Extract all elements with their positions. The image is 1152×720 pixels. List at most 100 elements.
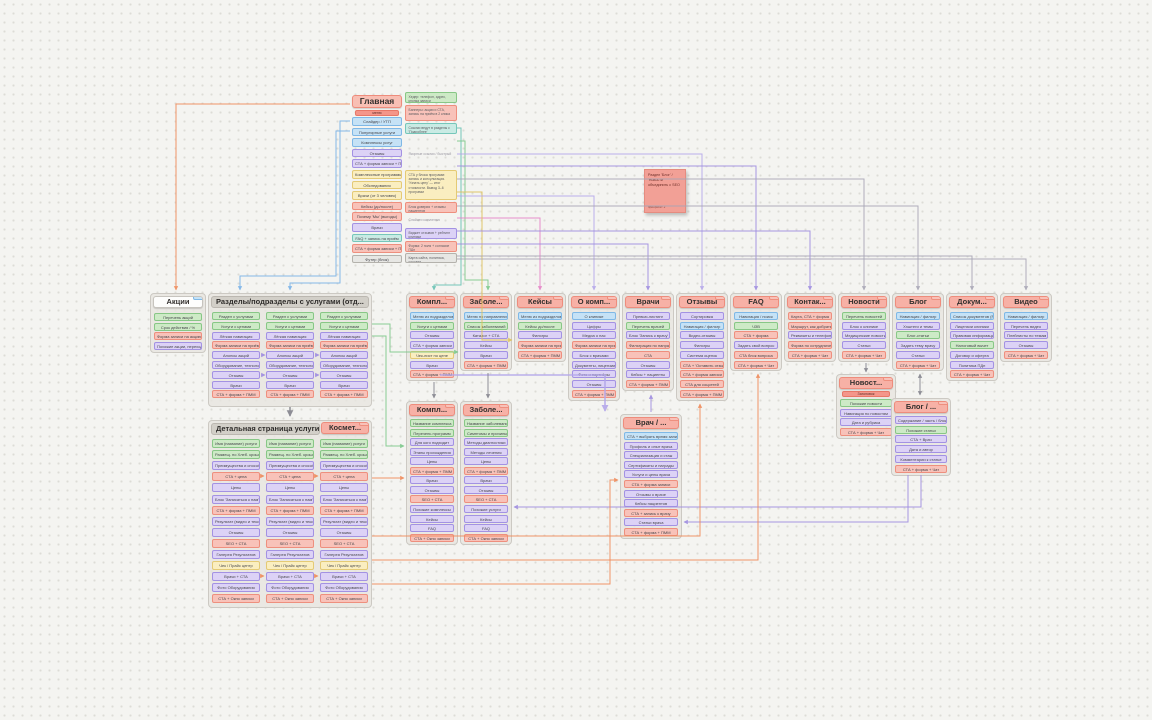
detail-item[interactable]: Преимущества и способ [320, 461, 368, 471]
detail-item[interactable]: Галерея Результатов [212, 550, 260, 559]
razdely-item[interactable]: Услуги с ценами [266, 321, 314, 330]
zabole-item[interactable]: Меню по направлениям [464, 312, 508, 320]
razdely-item[interactable]: Анонсы акций [320, 351, 368, 360]
zabole2-item[interactable]: Врачи [464, 476, 508, 485]
vrachi-item[interactable]: Блок 'Запись к врачу' [626, 331, 670, 340]
detail-item[interactable]: Размещ. по Хлеб. крошкам [320, 450, 368, 460]
kontak-item[interactable]: Карта, СТА + форма [788, 312, 832, 320]
kontak-item[interactable]: Реквизиты и телефоны [788, 331, 832, 340]
otzyvy-item[interactable]: СТА для соцсетей [680, 379, 724, 388]
detail-item[interactable]: Врачи + СТА [320, 572, 368, 582]
akcii-item[interactable]: Срок действия / % [154, 322, 202, 331]
video-item[interactable]: Отзывы [1004, 341, 1048, 350]
detail-item[interactable]: Отзывы [320, 527, 368, 537]
akcii-item[interactable]: Форма записи на акцию [154, 332, 202, 341]
detail-item[interactable]: Размещ. по Хлеб. крошкам [266, 450, 314, 460]
blog2-item[interactable]: Содержание / часть / блок [895, 416, 947, 424]
kompl2-item[interactable]: Перечень программ [410, 428, 454, 437]
vrachi-item[interactable]: Фильтрация по направ. [626, 341, 670, 350]
keisy-item[interactable]: Меню из подразделов [518, 312, 562, 320]
vrach-item[interactable]: СТА + выбрать время записи [624, 432, 678, 440]
faq-item[interactable]: Задать свой вопрос [734, 341, 778, 350]
razdely-item[interactable]: Врачи [266, 380, 314, 389]
annotation-note[interactable]: СТА у блока программ: запись и консульта… [405, 170, 457, 200]
vrachi-item[interactable]: Перечень врачей [626, 321, 670, 330]
keisy-item[interactable]: Фильтры [518, 331, 562, 340]
razdely-item[interactable]: Раздел с услугами [320, 312, 368, 320]
vrach-item[interactable]: СТА + форма записи [624, 480, 678, 488]
novost-item[interactable]: Навигация по новостям [840, 408, 892, 417]
detail-item[interactable]: SEO + СТА [212, 538, 260, 548]
detail-item[interactable]: СТА + форма + ПММ [320, 505, 368, 515]
razdely-item[interactable]: Услуги с ценами [212, 321, 260, 330]
vrach-item[interactable]: Специализация и стаж [624, 451, 678, 460]
kompl-item[interactable]: Отзывы [410, 331, 454, 340]
home-item[interactable]: Врачи [352, 223, 402, 232]
faq-item[interactable]: СТА + форма + Чат [734, 360, 778, 369]
blog2-item[interactable]: СТА + форма + Чат [895, 464, 947, 473]
zabole-item[interactable]: Кейсы [464, 341, 508, 350]
vrach-item[interactable]: Кейсы пациентов [624, 499, 678, 508]
group-title-faq[interactable]: FAQ [733, 296, 779, 308]
group-title-okomp[interactable]: О комп... [571, 296, 617, 308]
detail-item[interactable]: Результат (видео и текст) [266, 516, 314, 526]
otzyvy-item[interactable]: Сортировка [680, 312, 724, 320]
blog-item[interactable]: Блог-статьи [896, 331, 940, 340]
faq-item[interactable]: СТА + форма [734, 331, 778, 340]
detail-item[interactable]: СТА + форма + ПММ [266, 505, 314, 515]
detail-item[interactable]: СТА + цена [212, 472, 260, 482]
otzyvy-item[interactable]: СТА + форма записи [680, 370, 724, 379]
group-title-novosti[interactable]: Новости [841, 296, 887, 308]
vrachi-item[interactable]: СТА [626, 350, 670, 359]
detail-item[interactable]: Чек / Прайс центр [266, 561, 314, 571]
group-title-zabole2[interactable]: Заболе... [463, 404, 509, 416]
novosti-item[interactable]: Медицинские новости [842, 331, 886, 340]
blog2-item[interactable]: Дата и автор [895, 445, 947, 454]
okomp-item[interactable]: Блок с врачами [572, 350, 616, 359]
detail-item[interactable]: SEO + СТА [266, 538, 314, 548]
razdely-item[interactable]: Раздел с услугами [266, 312, 314, 320]
kompl-item[interactable]: Услуги с ценами [410, 321, 454, 330]
home-item[interactable]: Обследования [352, 180, 402, 190]
detail-item[interactable]: Преимущества и способ [212, 461, 260, 471]
vrach-item[interactable]: СТА + запись к врачу [624, 508, 678, 517]
blog-item[interactable]: Задать тему врачу [896, 341, 940, 350]
zabole2-item[interactable]: Похожие услуги [464, 504, 508, 513]
keisy-item[interactable]: СТА + форма + ПММ [518, 350, 562, 359]
detail-item[interactable]: Цены [212, 483, 260, 493]
home-item[interactable]: FAQ + запись на приём [352, 233, 402, 243]
kompl2-item[interactable]: Цены [410, 457, 454, 466]
novosti-item[interactable]: СТА + форма + Чат [842, 350, 886, 359]
group-title-keisy[interactable]: Кейсы [517, 296, 563, 308]
keisy-item[interactable]: Форма записи на приём [518, 341, 562, 350]
group-title-home[interactable]: Главная [352, 95, 402, 108]
zabole2-item[interactable]: Методы лечения [464, 447, 508, 456]
annotation-note[interactable]: Якорные ссылки / быстрый переход [408, 151, 452, 158]
detail-item[interactable]: Результат (видео и текст) [320, 516, 368, 526]
detail-item[interactable]: СТА + Окно записи [212, 594, 260, 604]
annotation-note[interactable]: Блок доверия + отзывы пациентов [405, 202, 457, 213]
vrach-item[interactable]: Отзывы о враче [624, 489, 678, 498]
detail-item[interactable]: Фото Оборудования [212, 583, 260, 593]
group-title-detail[interactable]: Детальная страница услуги [211, 423, 320, 435]
group-title-kompl[interactable]: Компл... [409, 296, 455, 308]
kompl2-item[interactable]: Этапы прохождения [410, 447, 454, 456]
annotation-note[interactable]: Хедер: телефон, адрес, кнопка записи [405, 92, 457, 103]
razdely-item[interactable]: Анонсы акций [266, 351, 314, 360]
detail-item[interactable]: СТА + Окно записи [320, 594, 368, 604]
home-item[interactable]: Врачи (от 3 человек) [352, 191, 402, 200]
faq-item[interactable]: ЧЗВ [734, 321, 778, 330]
razdely-item[interactable]: СТА + форма + ПММ [266, 390, 314, 399]
okomp-item[interactable]: Форма записи на приём [572, 341, 616, 350]
detail-item[interactable]: Галерея Результатов [266, 550, 314, 559]
kontak-item[interactable]: Маршрут, как добраться [788, 321, 832, 330]
razdely-item[interactable]: Форма записи на приём [320, 341, 368, 350]
faq-item[interactable]: СТА блок вопроса [734, 350, 778, 359]
zabole2-item[interactable]: Цены [464, 457, 508, 466]
okomp-item[interactable]: Цифры [572, 321, 616, 330]
video-item[interactable]: Перечень видео [1004, 321, 1048, 330]
novost-item[interactable]: Дата и рубрика [840, 418, 892, 427]
blog-item[interactable]: Навигация / фильтр [896, 312, 940, 320]
group-title-vrach[interactable]: Врач / ... [623, 417, 679, 429]
video-item[interactable]: СТА + форма + Чат [1004, 350, 1048, 359]
